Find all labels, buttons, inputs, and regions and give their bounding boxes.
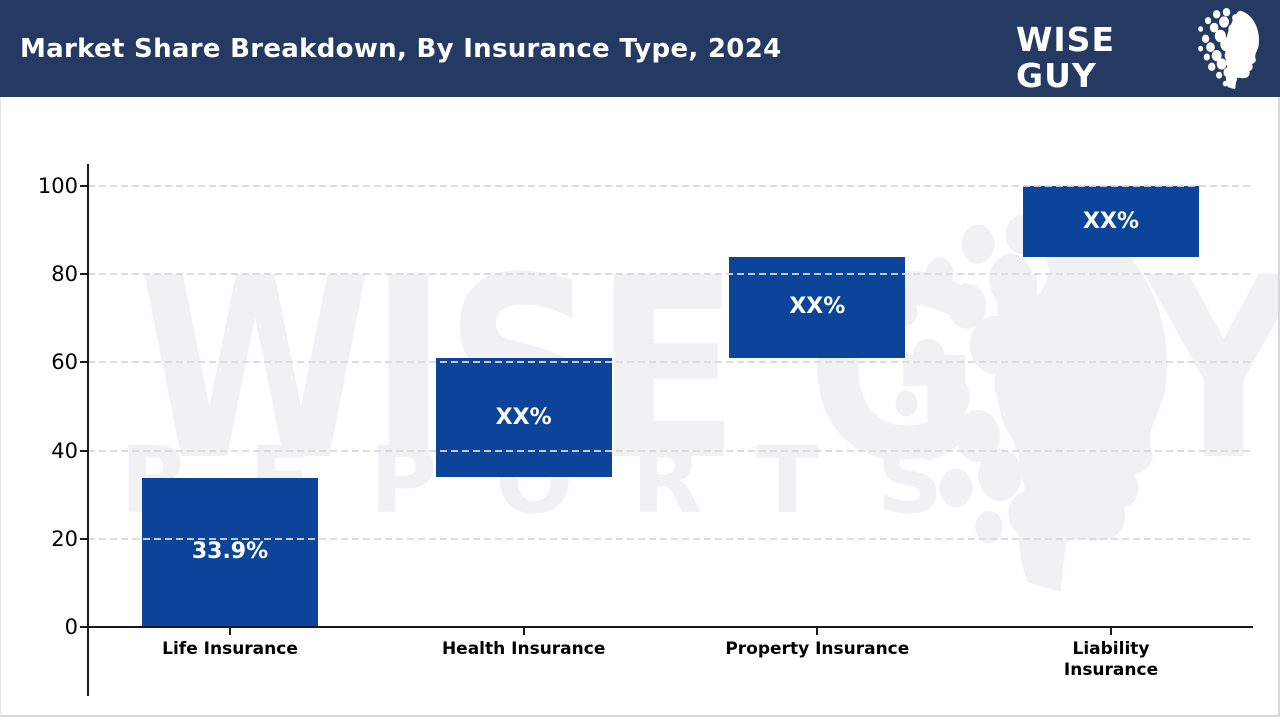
x-tick-label: Life Insurance — [162, 639, 298, 659]
logo-wordmark: WISE GUY — [1016, 20, 1115, 96]
gridline — [88, 273, 1253, 276]
y-axis-spine — [87, 164, 89, 696]
y-tick-label: 80 — [51, 262, 78, 287]
x-axis-spine — [87, 626, 1253, 628]
gridline — [88, 185, 1253, 187]
y-tick-mark — [80, 449, 87, 452]
logo-subtext: REPORTS — [1019, 95, 1151, 112]
y-tick-label: 60 — [51, 350, 78, 375]
y-tick-mark — [80, 185, 87, 187]
y-tick-label: 100 — [37, 174, 78, 198]
figure-bottom-border — [0, 715, 1280, 717]
x-tick-label: Health Insurance — [441, 639, 606, 659]
y-tick-mark — [80, 626, 87, 628]
x-tick-mark — [229, 628, 231, 635]
x-tick-mark — [1110, 628, 1112, 635]
y-tick-label: 0 — [64, 615, 78, 639]
gridline — [88, 537, 1253, 540]
y-tick-label: 20 — [51, 526, 78, 551]
chart-plot-area: WISE GUY REPORTS 33.9% XX% XX% XX% 0 20 40 60 8… — [0, 97, 1280, 720]
figure-left-border — [0, 97, 1, 717]
bar-value-label: XX% — [495, 404, 552, 430]
wiseguy-logo: WISE GUY REPORTS — [1016, 6, 1266, 112]
bar-value-label: 33.9% — [191, 539, 269, 565]
y-tick-mark — [80, 537, 87, 540]
x-tick-label: Property Insurance — [725, 639, 910, 659]
chart-bar — [1023, 186, 1199, 257]
logo-head-icon — [1198, 8, 1260, 90]
figure-right-border — [1278, 97, 1280, 717]
y-tick-label: 40 — [51, 438, 78, 463]
gridline — [88, 449, 1253, 452]
chart-bar — [435, 357, 612, 478]
y-tick-mark — [80, 273, 87, 276]
page-title: Market Share Breakdown, By Insurance Typ… — [20, 33, 782, 64]
bar-value-label: XX% — [1083, 208, 1139, 234]
logo-text: WISE GUY REPORTS — [1016, 20, 1194, 112]
x-tick-mark — [816, 628, 819, 635]
x-tick-mark — [522, 628, 525, 635]
chart-bar — [142, 477, 318, 627]
header-bar: Market Share Breakdown, By Insurance Typ… — [0, 0, 1280, 112]
gridline — [88, 361, 1253, 364]
y-tick-mark — [80, 361, 87, 364]
x-tick-label: Liability Insurance — [1063, 639, 1159, 681]
bar-value-label: XX% — [789, 294, 846, 320]
